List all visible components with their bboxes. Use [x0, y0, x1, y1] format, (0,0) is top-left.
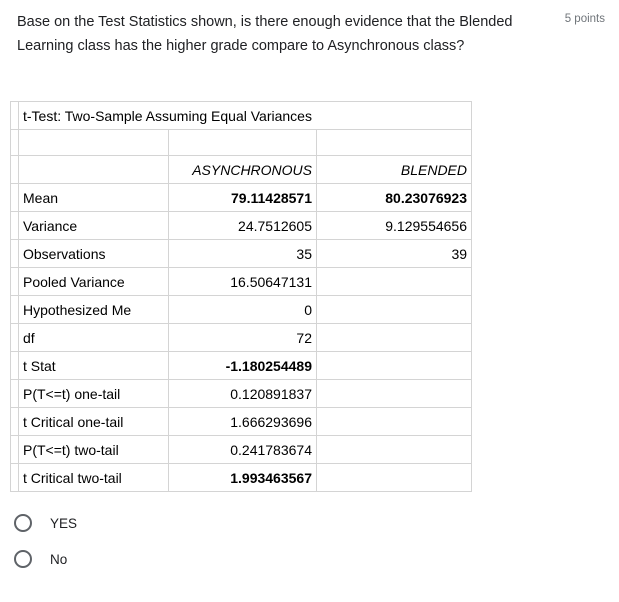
- row-value-asynchronous: 16.50647131: [168, 267, 317, 296]
- row-label: Observations: [18, 239, 169, 268]
- table-row: Pooled Variance 16.50647131: [10, 267, 473, 296]
- gutter-cell: [10, 463, 19, 492]
- t-test-table: t-Test: Two-Sample Assuming Equal Varian…: [10, 101, 473, 492]
- gutter-cell: [10, 183, 19, 212]
- row-value-blended: [315, 379, 473, 408]
- spacer-cell: [18, 129, 169, 156]
- table-spacer-row: [10, 129, 473, 156]
- option-row-no[interactable]: No: [14, 541, 314, 577]
- table-title-row: t-Test: Two-Sample Assuming Equal Varian…: [10, 101, 473, 130]
- row-value-asynchronous: 24.7512605: [168, 211, 317, 240]
- option-label: No: [50, 551, 68, 567]
- gutter-cell: [10, 295, 19, 324]
- table-row: t Stat -1.180254489: [10, 351, 473, 380]
- table-row: t Critical one-tail 1.666293696: [10, 407, 473, 436]
- row-label: t Stat: [18, 351, 169, 380]
- row-value-asynchronous: 1.993463567: [168, 463, 317, 492]
- table-header-row: ASYNCHRONOUS BLENDED: [10, 155, 473, 184]
- radio-button-icon[interactable]: [14, 514, 32, 532]
- row-value-asynchronous: -1.180254489: [168, 351, 317, 380]
- row-value-blended: 80.23076923: [315, 183, 473, 212]
- table-row: Mean 79.11428571 80.23076923: [10, 183, 473, 212]
- option-row-yes[interactable]: YES: [14, 505, 314, 541]
- table-row: Variance 24.7512605 9.129554656: [10, 211, 473, 240]
- row-value-blended: 39: [315, 239, 473, 268]
- row-label: Variance: [18, 211, 169, 240]
- row-value-blended: [315, 267, 473, 296]
- row-label: Hypothesized Me: [18, 295, 169, 324]
- row-value-blended: [315, 323, 473, 352]
- gutter-cell: [10, 407, 19, 436]
- row-value-blended: [315, 295, 473, 324]
- row-value-asynchronous: 79.11428571: [168, 183, 317, 212]
- row-label: P(T<=t) one-tail: [18, 379, 169, 408]
- spacer-cell: [315, 129, 473, 156]
- gutter-cell: [10, 379, 19, 408]
- spacer-cell: [168, 129, 317, 156]
- t-test-table-container: t-Test: Two-Sample Assuming Equal Varian…: [10, 101, 473, 492]
- row-label: t Critical two-tail: [18, 463, 169, 492]
- gutter-cell: [10, 211, 19, 240]
- table-row: df 72: [10, 323, 473, 352]
- table-row: Observations 35 39: [10, 239, 473, 268]
- row-value-blended: [315, 463, 473, 492]
- gutter-cell: [10, 239, 19, 268]
- column-header-asynchronous: ASYNCHRONOUS: [168, 155, 317, 184]
- table-title: t-Test: Two-Sample Assuming Equal Varian…: [17, 101, 473, 130]
- row-value-asynchronous: 0.120891837: [168, 379, 317, 408]
- table-row: Hypothesized Me 0: [10, 295, 473, 324]
- gutter-cell: [10, 323, 19, 352]
- column-header-blank: [18, 155, 169, 184]
- row-value-asynchronous: 0: [168, 295, 317, 324]
- row-value-blended: [315, 407, 473, 436]
- table-row: t Critical two-tail 1.993463567: [10, 463, 473, 492]
- t-test-table-body: t-Test: Two-Sample Assuming Equal Varian…: [10, 101, 473, 492]
- row-value-asynchronous: 35: [168, 239, 317, 268]
- row-value-asynchronous: 0.241783674: [168, 435, 317, 464]
- gutter-cell: [10, 435, 19, 464]
- row-label: Mean: [18, 183, 169, 212]
- option-label: YES: [50, 515, 78, 531]
- points-label: 5 points: [564, 13, 605, 25]
- radio-button-icon[interactable]: [14, 550, 32, 568]
- gutter-cell: [10, 267, 19, 296]
- gutter-cell: [10, 129, 19, 156]
- gutter-cell: [10, 351, 19, 380]
- answer-options: YES No: [14, 505, 314, 577]
- table-row: P(T<=t) two-tail 0.241783674: [10, 435, 473, 464]
- row-value-blended: [315, 351, 473, 380]
- row-value-blended: 9.129554656: [315, 211, 473, 240]
- row-value-asynchronous: 1.666293696: [168, 407, 317, 436]
- row-label: P(T<=t) two-tail: [18, 435, 169, 464]
- table-row: P(T<=t) one-tail 0.120891837: [10, 379, 473, 408]
- row-value-blended: [315, 435, 473, 464]
- column-header-blended: BLENDED: [315, 155, 473, 184]
- row-label: df: [18, 323, 169, 352]
- question-text: Base on the Test Statistics shown, is th…: [17, 14, 517, 54]
- gutter-cell: [10, 155, 19, 184]
- row-label: Pooled Variance: [18, 267, 169, 296]
- question-block: Base on the Test Statistics shown, is th…: [0, 0, 619, 58]
- row-label: t Critical one-tail: [18, 407, 169, 436]
- gutter-cell: [10, 101, 19, 130]
- row-value-asynchronous: 72: [168, 323, 317, 352]
